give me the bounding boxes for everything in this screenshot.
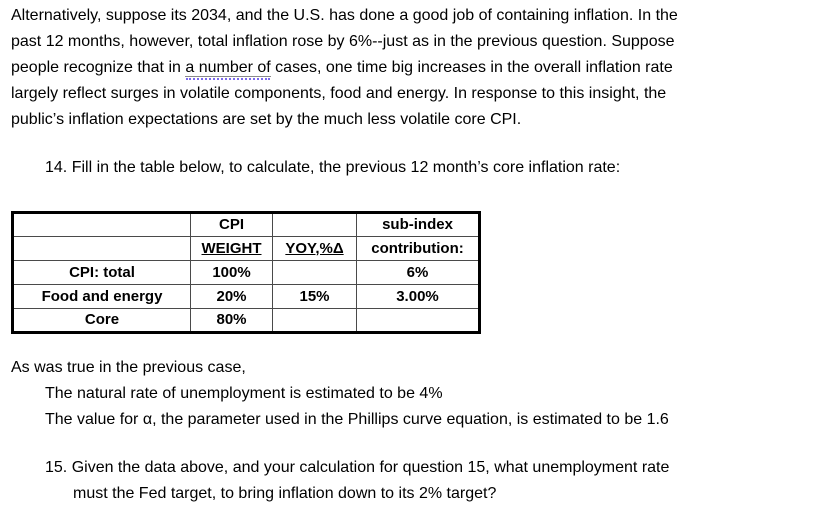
table-row: CPI sub-index (12, 212, 480, 237)
assumption-intro: As was true in the previous case, (11, 359, 246, 376)
grammar-suggestion-underline: a number of (185, 59, 271, 77)
paragraph-line: people recognize that in a number of cas… (11, 55, 824, 81)
row-label-core: Core (12, 308, 191, 333)
question-15-line: 15. Given the data above, and your calcu… (45, 459, 670, 476)
cell-food-energy-contribution: 3.00% (356, 284, 480, 309)
assumptions-block: As was true in the previous case, The na… (11, 355, 824, 433)
cell-cpi-total-contribution: 6% (356, 260, 480, 285)
fillin-cell-cpi-total-yoy[interactable] (272, 260, 357, 285)
table-row: Core 80% (12, 308, 480, 333)
paragraph-line: largely reflect surges in volatile compo… (11, 85, 667, 102)
cpi-table: CPI sub-index WEIGHT YOY,%Δ contribution… (11, 211, 481, 334)
table-row: Food and energy 20% 15% 3.00% (12, 284, 480, 309)
question-15-text: 15. Given the data above, and your calcu… (11, 455, 824, 507)
table-header-weight: WEIGHT (190, 236, 273, 261)
cell-core-weight: 80% (190, 308, 273, 333)
cell-food-energy-weight: 20% (190, 284, 273, 309)
table-header-cpi: CPI (190, 212, 273, 237)
row-label-cpi-total: CPI: total (12, 260, 191, 285)
table-header-yoy: YOY,%Δ (272, 236, 357, 261)
table-row: WEIGHT YOY,%Δ contribution: (12, 236, 480, 261)
assumption-natural-rate: The natural rate of unemployment is esti… (45, 385, 443, 402)
cell-cpi-total-weight: 100% (190, 260, 273, 285)
table-cell (12, 236, 191, 261)
table-cell (272, 212, 357, 237)
fillin-cell-core-contribution[interactable] (356, 308, 480, 333)
table-cell (12, 212, 191, 237)
question-14-text: 14. Fill in the table below, to calculat… (45, 159, 621, 176)
cell-food-energy-yoy: 15% (272, 284, 357, 309)
paragraph-line: Alternatively, suppose its 2034, and the… (11, 7, 678, 24)
assumption-alpha: The value for α, the parameter used in t… (45, 411, 669, 428)
paragraph-text-segment: cases, one time big increases in the ove… (270, 59, 673, 76)
table-header-subindex: sub-index (356, 212, 480, 237)
paragraph-line: past 12 months, however, total inflation… (11, 33, 675, 50)
question-15-line: must the Fed target, to bring inflation … (73, 485, 497, 502)
table-header-contribution: contribution: (356, 236, 480, 261)
intro-paragraph: Alternatively, suppose its 2034, and the… (11, 3, 824, 133)
fillin-cell-core-yoy[interactable] (272, 308, 357, 333)
row-label-food-energy: Food and energy (12, 284, 191, 309)
paragraph-line: public’s inflation expectations are set … (11, 111, 522, 128)
table-row: CPI: total 100% 6% (12, 260, 480, 285)
paragraph-text-segment: people recognize that in (11, 59, 186, 76)
